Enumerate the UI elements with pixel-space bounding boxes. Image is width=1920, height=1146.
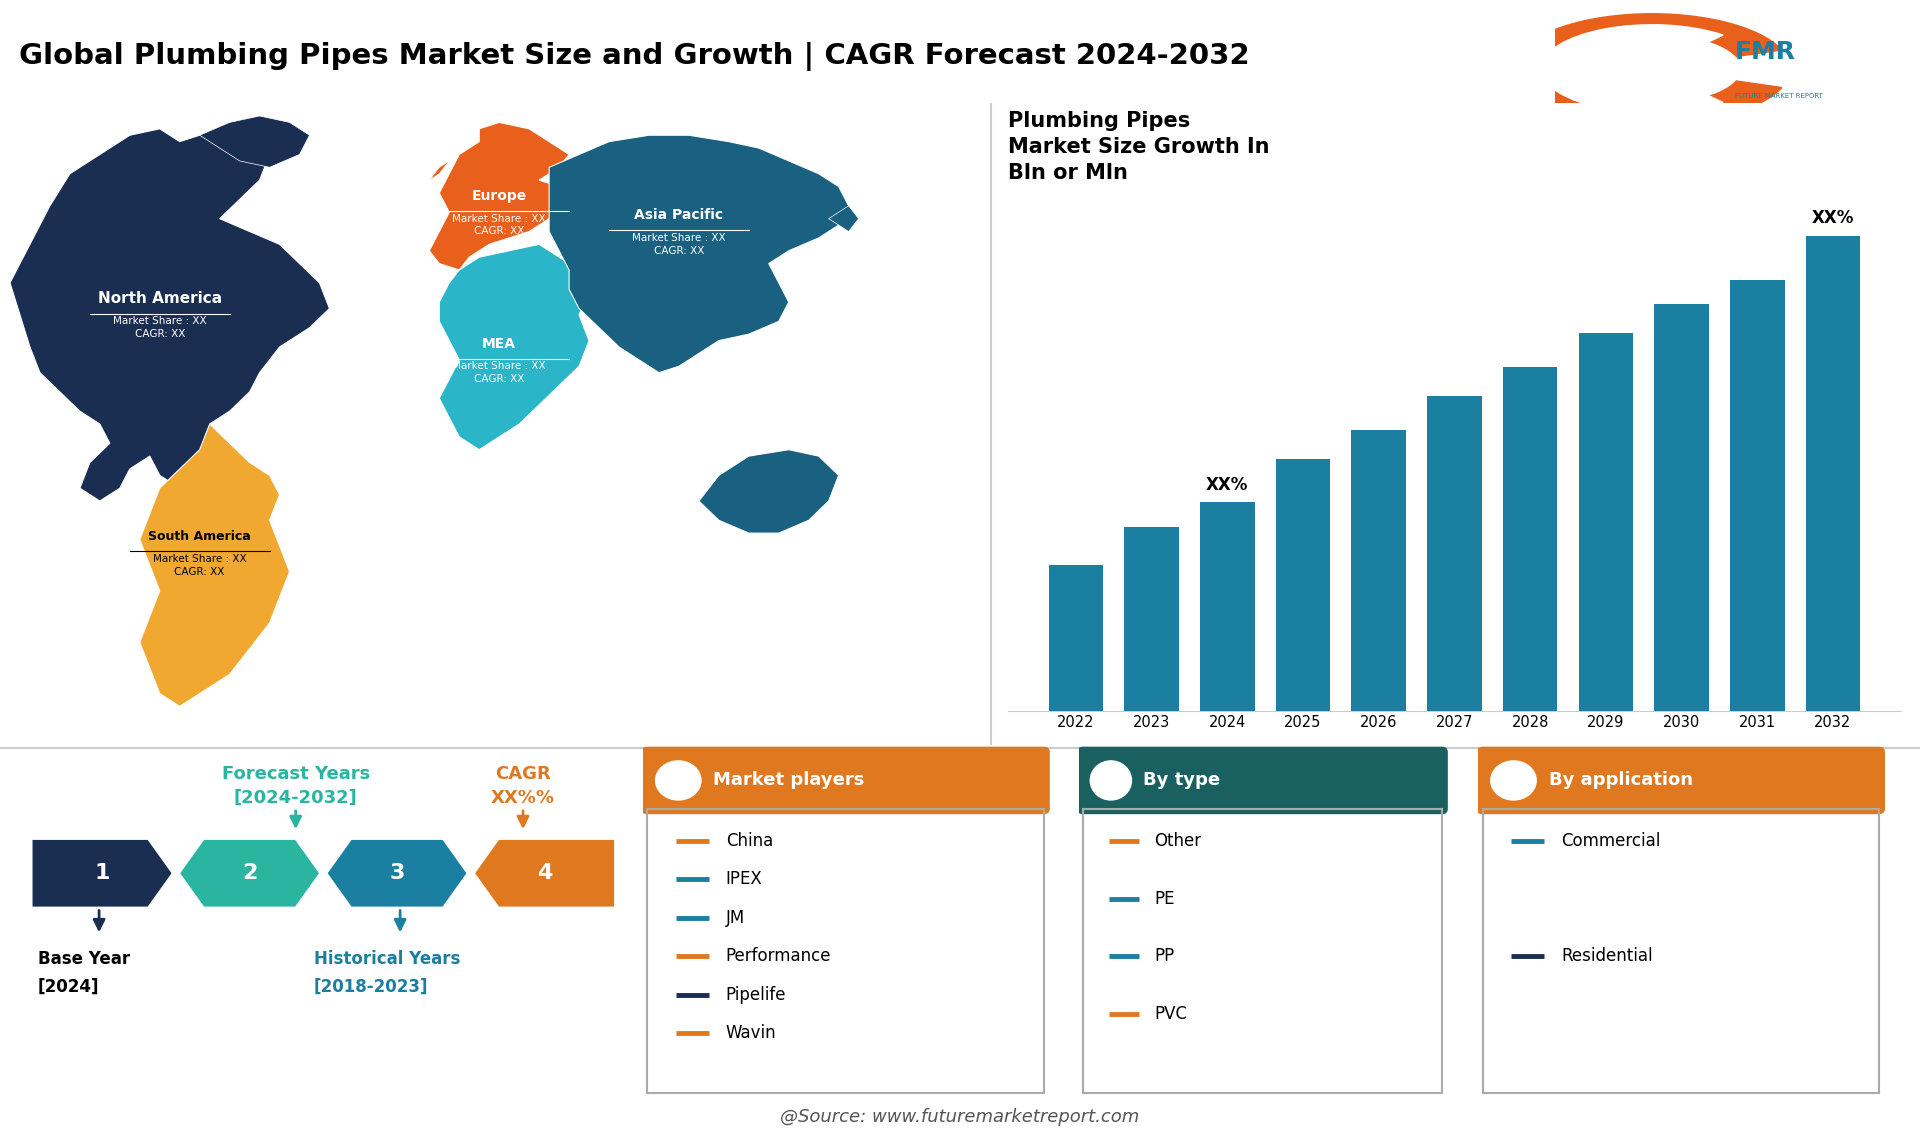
Circle shape xyxy=(655,761,701,800)
Text: FMR: FMR xyxy=(1736,40,1795,64)
Text: CAGR: XX: CAGR: XX xyxy=(653,245,705,256)
Bar xyxy=(1578,332,1634,711)
FancyBboxPatch shape xyxy=(1077,747,1448,814)
Polygon shape xyxy=(549,135,849,372)
Text: PE: PE xyxy=(1154,889,1175,908)
Text: Asia Pacific: Asia Pacific xyxy=(634,209,724,222)
Polygon shape xyxy=(699,449,839,533)
Polygon shape xyxy=(430,123,580,270)
Text: China: China xyxy=(726,832,774,850)
Polygon shape xyxy=(326,839,468,908)
Text: Wavin: Wavin xyxy=(726,1025,776,1042)
Polygon shape xyxy=(179,839,321,908)
Text: Commercial: Commercial xyxy=(1561,832,1661,850)
FancyBboxPatch shape xyxy=(1476,747,1885,814)
Text: 1: 1 xyxy=(94,863,109,884)
Text: Pipelife: Pipelife xyxy=(726,986,787,1004)
Text: By application: By application xyxy=(1549,771,1693,790)
Text: MEA: MEA xyxy=(482,337,516,351)
Polygon shape xyxy=(440,244,589,449)
Text: Performance: Performance xyxy=(726,948,831,965)
Text: Global Plumbing Pipes Market Size and Growth | CAGR Forecast 2024-2032: Global Plumbing Pipes Market Size and Gr… xyxy=(19,42,1250,71)
Text: Market Share : XX: Market Share : XX xyxy=(154,554,246,564)
Text: XX%: XX% xyxy=(1812,210,1855,227)
Text: [2018-2023]: [2018-2023] xyxy=(315,978,428,996)
Text: Forecast Years: Forecast Years xyxy=(221,764,371,783)
Text: CAGR: XX: CAGR: XX xyxy=(134,329,184,339)
Text: North America: North America xyxy=(98,291,223,306)
Text: 2: 2 xyxy=(242,863,257,884)
Text: Market Share : XX: Market Share : XX xyxy=(632,233,726,243)
Polygon shape xyxy=(829,206,858,231)
Text: Residential: Residential xyxy=(1561,948,1653,965)
Polygon shape xyxy=(140,424,290,706)
Text: FUTURE MARKET REPORT: FUTURE MARKET REPORT xyxy=(1736,93,1822,100)
Bar xyxy=(1655,304,1709,711)
Text: 3: 3 xyxy=(390,863,405,884)
Text: Market players: Market players xyxy=(714,771,864,790)
Text: Plumbing Pipes
Market Size Growth In
Bln or Mln: Plumbing Pipes Market Size Growth In Bln… xyxy=(1008,110,1269,183)
Text: XX%: XX% xyxy=(1206,476,1248,494)
Bar xyxy=(1352,430,1405,711)
Text: CAGR: XX: CAGR: XX xyxy=(474,227,524,236)
Text: CAGR: XX: CAGR: XX xyxy=(175,566,225,576)
Text: PP: PP xyxy=(1154,948,1175,965)
Polygon shape xyxy=(31,839,173,908)
Text: JM: JM xyxy=(726,909,745,927)
Text: Other: Other xyxy=(1154,832,1202,850)
Text: 4: 4 xyxy=(538,863,553,884)
Wedge shape xyxy=(1513,14,1782,124)
Polygon shape xyxy=(474,839,614,908)
Circle shape xyxy=(1091,761,1131,800)
Bar xyxy=(1200,502,1254,711)
Text: PVC: PVC xyxy=(1154,1005,1187,1023)
Text: By type: By type xyxy=(1142,771,1219,790)
Circle shape xyxy=(1490,761,1536,800)
Bar xyxy=(1125,526,1179,711)
Text: Market Share : XX: Market Share : XX xyxy=(453,213,545,223)
Text: South America: South America xyxy=(148,529,252,543)
Bar xyxy=(1503,367,1557,711)
Text: Europe: Europe xyxy=(472,189,526,203)
Bar xyxy=(1275,458,1331,711)
Text: Market Share : XX: Market Share : XX xyxy=(453,361,545,371)
Bar xyxy=(1805,236,1860,711)
Text: CAGR: XX: CAGR: XX xyxy=(474,374,524,384)
Text: [2024]: [2024] xyxy=(38,978,100,996)
Text: @Source: www.futuremarketreport.com: @Source: www.futuremarketreport.com xyxy=(780,1108,1140,1127)
Bar xyxy=(1048,565,1104,711)
Polygon shape xyxy=(430,160,449,180)
Bar xyxy=(1427,395,1482,711)
Text: CAGR: CAGR xyxy=(495,764,551,783)
Text: Historical Years: Historical Years xyxy=(315,950,461,968)
Text: [2024-2032]: [2024-2032] xyxy=(234,788,357,807)
Text: Base Year: Base Year xyxy=(38,950,131,968)
Text: IPEX: IPEX xyxy=(726,870,762,888)
Bar xyxy=(1730,280,1784,711)
Text: XX%%: XX%% xyxy=(492,788,555,807)
Polygon shape xyxy=(10,128,330,501)
Wedge shape xyxy=(1542,25,1722,112)
FancyBboxPatch shape xyxy=(641,747,1050,814)
Polygon shape xyxy=(200,116,309,167)
Text: Market Share : XX: Market Share : XX xyxy=(113,316,207,327)
